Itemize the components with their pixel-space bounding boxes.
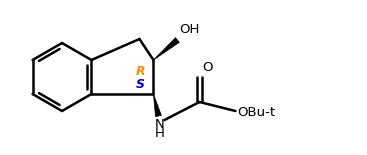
Text: S: S [135, 78, 145, 91]
Polygon shape [153, 38, 179, 60]
Text: H: H [155, 127, 164, 140]
Text: OH: OH [179, 23, 200, 36]
Polygon shape [153, 94, 161, 117]
Text: OBu-t: OBu-t [237, 106, 276, 119]
Text: R: R [135, 65, 145, 78]
Text: N: N [155, 118, 164, 131]
Text: O: O [203, 61, 213, 74]
